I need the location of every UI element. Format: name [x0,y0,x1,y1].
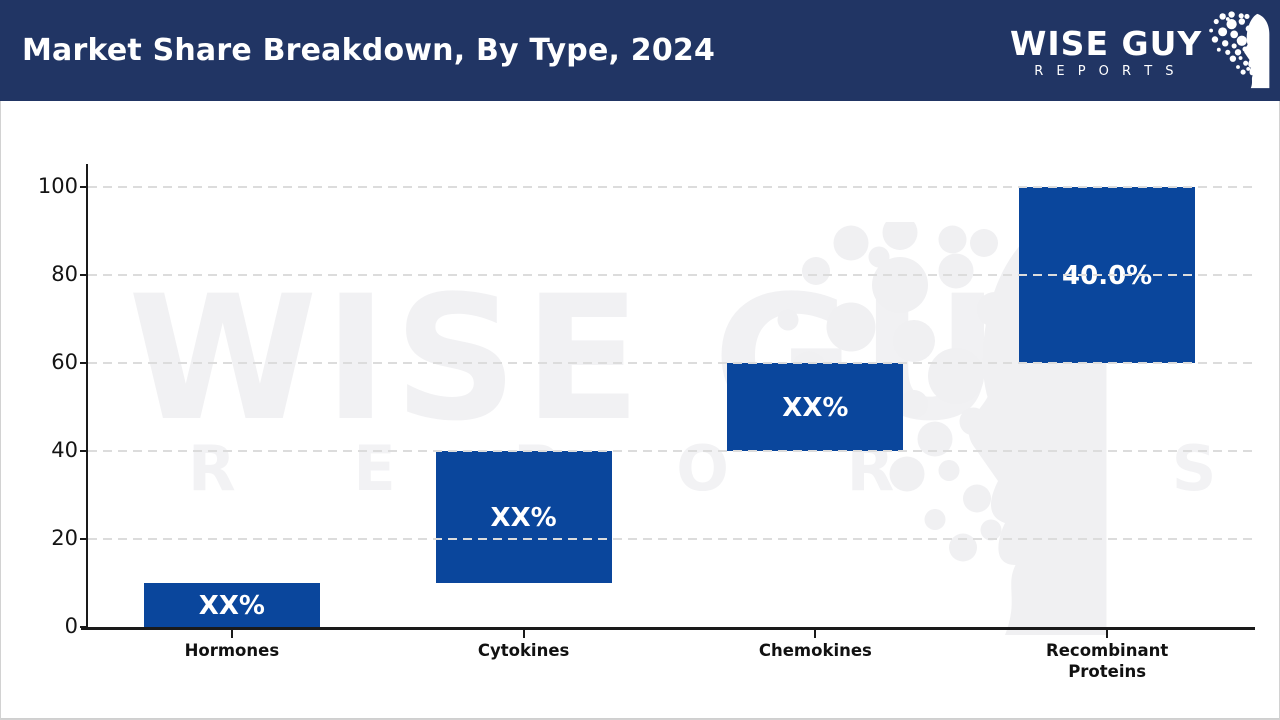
x-tick-label-4: Recombinant Proteins [1046,641,1169,682]
x-tick-4 [1106,630,1109,638]
wise-guy-logo: WISE GUY R E P O R T S [1010,6,1270,96]
bar-value-label: 40.0% [1062,261,1153,291]
bar-value-label: XX% [198,591,265,621]
y-tick-60 [80,362,87,364]
bar-value-label: XX% [782,393,849,423]
logo-text: WISE GUY R E P O R T S [1010,24,1202,79]
logo-dotted-head-icon [1209,11,1270,89]
y-tick-80 [80,274,87,276]
y-tick-20 [80,538,87,540]
bar-cytokines [435,451,612,583]
y-tick-label-100: 100 [37,174,78,198]
x-tick-label-3: Chemokines [758,641,872,660]
header-band: Market Share Breakdown, By Type, 2024 WI… [0,0,1280,101]
logo-wordmark: WISE GUY [1010,23,1203,63]
y-tick-label-0: 0 [64,614,78,638]
y-tick-label-80: 80 [51,262,78,286]
logo-subtitle: R E P O R T S [1034,63,1179,79]
y-tick-label-20: 20 [51,526,78,550]
y-axis-line [86,164,88,629]
bar-hormones [143,583,320,627]
chart-title: Market Share Breakdown, By Type, 2024 [22,33,716,68]
y-tick-40 [80,450,87,452]
y-tick-100 [80,186,87,188]
x-tick-label-1: Hormones [184,641,280,660]
x-tick-2 [522,630,525,638]
x-axis-line [81,627,1255,630]
bar-chemokines [727,363,904,451]
y-tick-label-60: 60 [51,350,78,374]
x-tick-3 [814,630,817,638]
bar-value-label: XX% [490,503,557,533]
x-tick-1 [230,630,233,638]
x-tick-label-2: Cytokines [477,641,570,660]
y-tick-label-40: 40 [51,438,78,462]
